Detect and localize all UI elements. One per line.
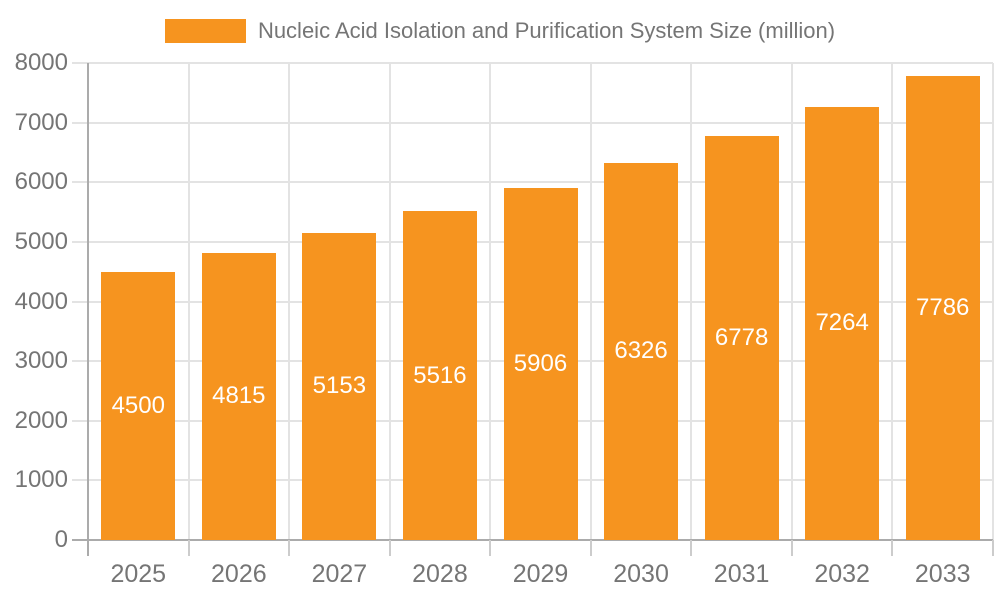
y-axis-label: 6000 <box>14 168 68 196</box>
legend-swatch-icon <box>164 19 246 43</box>
y-axis-label: 8000 <box>14 49 68 76</box>
x-axis-label: 2030 <box>613 560 669 588</box>
bar-value-label: 5516 <box>413 361 467 389</box>
bar-2026[interactable]: 4815 <box>201 252 276 540</box>
x-axis-label: 2033 <box>914 560 971 588</box>
x-axis-label: 2025 <box>110 560 167 588</box>
x-axis-line <box>72 539 993 541</box>
x-axis-tick <box>388 540 391 556</box>
x-axis-tick <box>992 540 994 556</box>
bar-value-label: 6326 <box>614 337 668 365</box>
v-gridline <box>589 63 592 540</box>
x-axis-label: 2029 <box>512 560 569 588</box>
x-axis-tick <box>489 540 492 556</box>
v-gridline <box>288 63 291 540</box>
bar-2030[interactable]: 6326 <box>604 162 679 540</box>
y-axis-label: 5000 <box>14 227 68 255</box>
bar-value-label: 6778 <box>714 323 769 351</box>
v-gridline <box>891 63 894 540</box>
h-gridline <box>72 62 993 64</box>
y-axis-label: 7000 <box>14 108 68 136</box>
x-axis-label: 2032 <box>814 560 870 588</box>
x-axis-tick <box>187 540 190 556</box>
x-axis-tick <box>690 540 693 556</box>
y-axis-label: 1000 <box>14 466 68 494</box>
legend[interactable]: Nucleic Acid Isolation and Purification … <box>0 13 1000 49</box>
y-axis-line <box>87 63 89 556</box>
v-gridline <box>790 63 793 540</box>
x-axis-tick <box>790 540 793 556</box>
x-axis-label: 2027 <box>311 560 368 588</box>
bar-value-label: 7786 <box>916 293 970 321</box>
h-gridline <box>72 121 993 124</box>
bar-2028[interactable]: 5516 <box>402 211 477 540</box>
bar-2025[interactable]: 4500 <box>101 271 176 540</box>
bar-2027[interactable]: 5153 <box>302 232 377 540</box>
x-axis-label: 2031 <box>713 560 770 588</box>
x-axis-tick <box>891 540 894 556</box>
v-gridline <box>690 63 693 540</box>
v-gridline <box>489 63 492 540</box>
v-gridline <box>388 63 391 540</box>
h-gridline <box>72 181 993 184</box>
bar-value-label: 5153 <box>312 372 367 400</box>
bar-value-label: 4500 <box>111 391 165 419</box>
bar-value-label: 5906 <box>513 349 568 377</box>
y-axis-label: 2000 <box>14 406 68 434</box>
bar-2031[interactable]: 6778 <box>704 135 779 540</box>
y-axis-label: 0 <box>54 526 68 553</box>
v-gridline <box>992 63 994 540</box>
bar-2029[interactable]: 5906 <box>503 187 578 540</box>
bar-2033[interactable]: 7786 <box>905 75 980 540</box>
bar-2032[interactable]: 7264 <box>805 106 880 540</box>
x-axis-tick <box>288 540 291 556</box>
x-axis-label: 2026 <box>211 560 267 588</box>
y-axis-label: 4000 <box>14 287 68 315</box>
x-axis-label: 2028 <box>412 560 468 588</box>
y-axis-label: 3000 <box>14 347 68 375</box>
legend-series-label: Nucleic Acid Isolation and Purification … <box>257 18 836 43</box>
bar-value-label: 4815 <box>212 382 266 410</box>
v-gridline <box>187 63 190 540</box>
bar-value-label: 7264 <box>815 309 869 337</box>
x-axis-tick <box>589 540 592 556</box>
